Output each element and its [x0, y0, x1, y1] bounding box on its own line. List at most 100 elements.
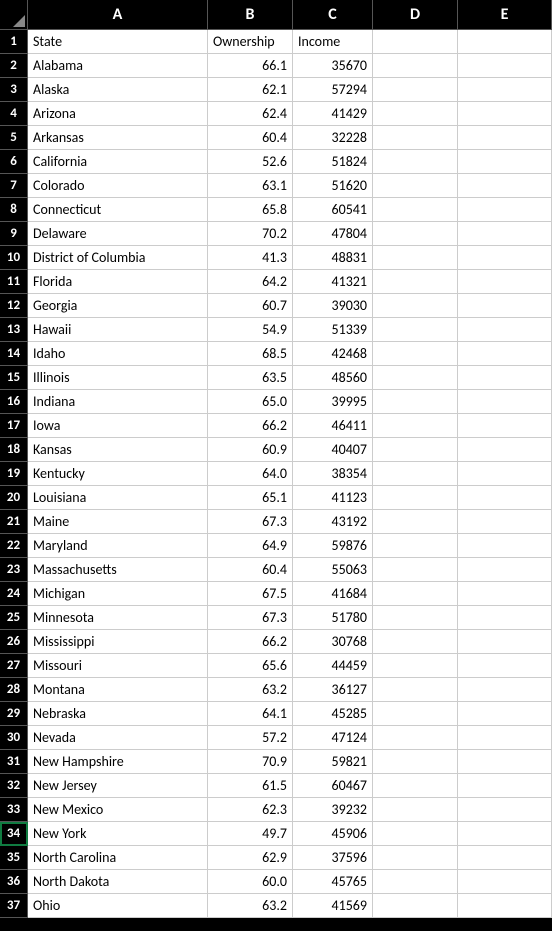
cell-b29[interactable]: 64.1 — [208, 702, 293, 726]
cell-a18[interactable]: Kansas — [28, 438, 208, 462]
cell-a8[interactable]: Connecticut — [28, 198, 208, 222]
cell-b21[interactable]: 67.3 — [208, 510, 293, 534]
cell-c1[interactable]: Income — [293, 30, 373, 54]
row-header-4[interactable]: 4 — [0, 102, 28, 126]
cell-e34[interactable] — [458, 822, 552, 846]
cell-d20[interactable] — [373, 486, 458, 510]
cell-d37[interactable] — [373, 894, 458, 918]
cell-b23[interactable]: 60.4 — [208, 558, 293, 582]
cell-b25[interactable]: 67.3 — [208, 606, 293, 630]
cell-a30[interactable]: Nevada — [28, 726, 208, 750]
row-header-5[interactable]: 5 — [0, 126, 28, 150]
select-all-corner[interactable] — [0, 0, 28, 30]
cell-c26[interactable]: 30768 — [293, 630, 373, 654]
cell-b1[interactable]: Ownership — [208, 30, 293, 54]
cell-b17[interactable]: 66.2 — [208, 414, 293, 438]
cell-e24[interactable] — [458, 582, 552, 606]
cell-e32[interactable] — [458, 774, 552, 798]
cell-a27[interactable]: Missouri — [28, 654, 208, 678]
cell-b6[interactable]: 52.6 — [208, 150, 293, 174]
cell-d30[interactable] — [373, 726, 458, 750]
cell-d33[interactable] — [373, 798, 458, 822]
cell-a13[interactable]: Hawaii — [28, 318, 208, 342]
cell-c4[interactable]: 41429 — [293, 102, 373, 126]
row-header-9[interactable]: 9 — [0, 222, 28, 246]
cell-c29[interactable]: 45285 — [293, 702, 373, 726]
row-header-2[interactable]: 2 — [0, 54, 28, 78]
cell-e26[interactable] — [458, 630, 552, 654]
row-header-25[interactable]: 25 — [0, 606, 28, 630]
cell-c6[interactable]: 51824 — [293, 150, 373, 174]
cell-e31[interactable] — [458, 750, 552, 774]
cell-c18[interactable]: 40407 — [293, 438, 373, 462]
cell-a5[interactable]: Arkansas — [28, 126, 208, 150]
cell-d15[interactable] — [373, 366, 458, 390]
row-header-1[interactable]: 1 — [0, 30, 28, 54]
row-header-29[interactable]: 29 — [0, 702, 28, 726]
row-header-7[interactable]: 7 — [0, 174, 28, 198]
cell-e11[interactable] — [458, 270, 552, 294]
cell-a12[interactable]: Georgia — [28, 294, 208, 318]
cell-a9[interactable]: Delaware — [28, 222, 208, 246]
row-header-24[interactable]: 24 — [0, 582, 28, 606]
cell-a31[interactable]: New Hampshire — [28, 750, 208, 774]
cell-d19[interactable] — [373, 462, 458, 486]
row-header-31[interactable]: 31 — [0, 750, 28, 774]
cell-b16[interactable]: 65.0 — [208, 390, 293, 414]
row-header-12[interactable]: 12 — [0, 294, 28, 318]
row-header-26[interactable]: 26 — [0, 630, 28, 654]
cell-e36[interactable] — [458, 870, 552, 894]
cell-d8[interactable] — [373, 198, 458, 222]
cell-e19[interactable] — [458, 462, 552, 486]
cell-e15[interactable] — [458, 366, 552, 390]
cell-a21[interactable]: Maine — [28, 510, 208, 534]
cell-c11[interactable]: 41321 — [293, 270, 373, 294]
cell-c32[interactable]: 60467 — [293, 774, 373, 798]
cell-c5[interactable]: 32228 — [293, 126, 373, 150]
col-header-e[interactable]: E — [458, 0, 552, 30]
cell-a11[interactable]: Florida — [28, 270, 208, 294]
cell-b4[interactable]: 62.4 — [208, 102, 293, 126]
cell-b5[interactable]: 60.4 — [208, 126, 293, 150]
cell-d5[interactable] — [373, 126, 458, 150]
cell-d22[interactable] — [373, 534, 458, 558]
cell-b2[interactable]: 66.1 — [208, 54, 293, 78]
row-header-3[interactable]: 3 — [0, 78, 28, 102]
cell-d35[interactable] — [373, 846, 458, 870]
cell-e18[interactable] — [458, 438, 552, 462]
cell-e17[interactable] — [458, 414, 552, 438]
row-header-28[interactable]: 28 — [0, 678, 28, 702]
row-header-10[interactable]: 10 — [0, 246, 28, 270]
cell-c27[interactable]: 44459 — [293, 654, 373, 678]
cell-a6[interactable]: California — [28, 150, 208, 174]
cell-c8[interactable]: 60541 — [293, 198, 373, 222]
cell-b18[interactable]: 60.9 — [208, 438, 293, 462]
cell-b13[interactable]: 54.9 — [208, 318, 293, 342]
cell-c16[interactable]: 39995 — [293, 390, 373, 414]
cell-d18[interactable] — [373, 438, 458, 462]
cell-c7[interactable]: 51620 — [293, 174, 373, 198]
cell-c37[interactable]: 41569 — [293, 894, 373, 918]
cell-b14[interactable]: 68.5 — [208, 342, 293, 366]
cell-a20[interactable]: Louisiana — [28, 486, 208, 510]
cell-e9[interactable] — [458, 222, 552, 246]
cell-c35[interactable]: 37596 — [293, 846, 373, 870]
cell-d26[interactable] — [373, 630, 458, 654]
cell-e25[interactable] — [458, 606, 552, 630]
cell-b3[interactable]: 62.1 — [208, 78, 293, 102]
cell-d7[interactable] — [373, 174, 458, 198]
cell-c3[interactable]: 57294 — [293, 78, 373, 102]
cell-c21[interactable]: 43192 — [293, 510, 373, 534]
cell-b7[interactable]: 63.1 — [208, 174, 293, 198]
cell-b37[interactable]: 63.2 — [208, 894, 293, 918]
cell-b35[interactable]: 62.9 — [208, 846, 293, 870]
cell-e20[interactable] — [458, 486, 552, 510]
cell-c2[interactable]: 35670 — [293, 54, 373, 78]
cell-b20[interactable]: 65.1 — [208, 486, 293, 510]
cell-e4[interactable] — [458, 102, 552, 126]
cell-b36[interactable]: 60.0 — [208, 870, 293, 894]
row-header-23[interactable]: 23 — [0, 558, 28, 582]
row-header-11[interactable]: 11 — [0, 270, 28, 294]
row-header-37[interactable]: 37 — [0, 894, 28, 918]
cell-a15[interactable]: Illinois — [28, 366, 208, 390]
